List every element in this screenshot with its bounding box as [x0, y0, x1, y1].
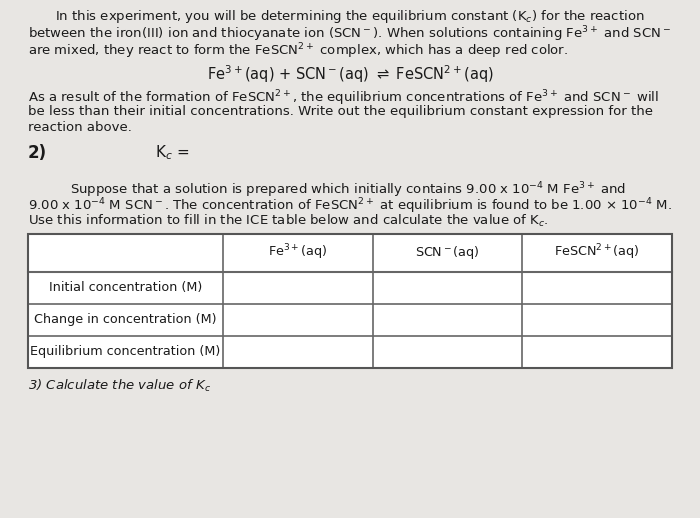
Text: are mixed, they react to form the FeSCN$^{2+}$ complex, which has a deep red col: are mixed, they react to form the FeSCN$…	[28, 41, 568, 61]
Text: be less than their initial concentrations. Write out the equilibrium constant ex: be less than their initial concentration…	[28, 105, 653, 118]
Text: Change in concentration (M): Change in concentration (M)	[34, 313, 217, 326]
Text: FeSCN$^{2+}$(aq): FeSCN$^{2+}$(aq)	[554, 243, 640, 262]
Bar	[28, 234, 672, 367]
Text: Initial concentration (M): Initial concentration (M)	[49, 281, 202, 294]
Text: 2): 2)	[28, 143, 47, 162]
Text: Fe$^{3+}$(aq) + SCN$^-$(aq) $\rightleftharpoons$ FeSCN$^{2+}$(aq): Fe$^{3+}$(aq) + SCN$^-$(aq) $\rightlefth…	[206, 64, 494, 85]
Text: Fe$^{3+}$(aq): Fe$^{3+}$(aq)	[268, 243, 328, 262]
Text: Suppose that a solution is prepared which initially contains 9.00 x 10$^{-4}$ M : Suppose that a solution is prepared whic…	[70, 180, 626, 199]
Text: 3) Calculate the value of K$_c$: 3) Calculate the value of K$_c$	[28, 378, 211, 394]
Text: reaction above.: reaction above.	[28, 121, 132, 134]
Text: SCN$^-$(aq): SCN$^-$(aq)	[415, 244, 480, 261]
Text: In this experiment, you will be determining the equilibrium constant (K$_c$) for: In this experiment, you will be determin…	[55, 8, 645, 25]
Text: Use this information to fill in the ICE table below and calculate the value of K: Use this information to fill in the ICE …	[28, 213, 549, 229]
Text: between the iron(III) ion and thiocyanate ion (SCN$^-$). When solutions containi: between the iron(III) ion and thiocyanat…	[28, 24, 671, 44]
Text: Equilibrium concentration (M): Equilibrium concentration (M)	[30, 345, 220, 358]
Text: As a result of the formation of FeSCN$^{2+}$, the equilibrium concentrations of : As a result of the formation of FeSCN$^{…	[28, 88, 659, 108]
Text: 9.00 x 10$^{-4}$ M SCN$^-$. The concentration of FeSCN$^{2+}$ at equilibrium is : 9.00 x 10$^{-4}$ M SCN$^-$. The concentr…	[28, 196, 672, 216]
Bar	[28, 234, 672, 367]
Text: K$_c$ =: K$_c$ =	[155, 143, 190, 162]
